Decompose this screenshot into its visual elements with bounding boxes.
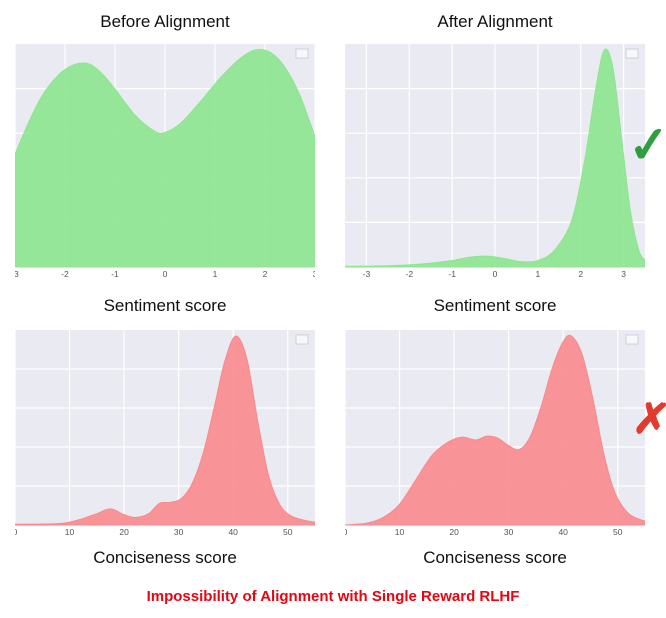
x-tick-label: -1 <box>111 269 119 279</box>
density-area <box>344 334 646 526</box>
axis-label-conciseness-right: Conciseness score <box>423 548 567 567</box>
x-tick-label: 0 <box>493 269 498 279</box>
x-tick-label: 10 <box>395 527 405 537</box>
x-tick-label: 1 <box>535 269 540 279</box>
x-tick-label: -2 <box>61 269 69 279</box>
after-alignment-conciseness-plot: 0 10 20 30 40 50 <box>343 330 646 537</box>
x-tick-label: -3 <box>15 269 19 279</box>
after-alignment-sentiment-plot: -3 -2 -1 0 1 2 3 <box>344 44 646 279</box>
x-tick-label: 1 <box>213 269 218 279</box>
legend-box-icon <box>295 48 309 59</box>
legend-box-icon <box>625 48 639 59</box>
x-tick-label: 3 <box>313 269 315 279</box>
x-tick-label: 0 <box>15 527 18 537</box>
x-tick-label: -3 <box>363 269 371 279</box>
x-tick-label: 2 <box>263 269 268 279</box>
legend-box-icon <box>295 334 309 345</box>
x-tick-label: 40 <box>228 527 238 537</box>
x-tick-label: 0 <box>345 527 348 537</box>
density-area <box>14 48 316 268</box>
x-tick-label: 30 <box>174 527 184 537</box>
before-alignment-sentiment-plot: -3 -2 -1 0 1 2 3 <box>11 44 318 279</box>
chart-after-alignment-conciseness: 0 10 20 30 40 50 <box>343 330 646 538</box>
chart-before-alignment-conciseness: 0 10 20 30 40 50 <box>13 330 316 538</box>
x-tick-label: -1 <box>448 269 456 279</box>
caption: Impossibility of Alignment with Single R… <box>146 588 520 605</box>
before-alignment-conciseness-plot: 0 10 20 30 40 50 <box>13 330 316 537</box>
cross-icon: ✗ <box>630 393 666 446</box>
x-tick-label: 0 <box>163 269 168 279</box>
x-tick-label: -2 <box>406 269 414 279</box>
x-tick-label: 30 <box>504 527 514 537</box>
chart-after-alignment-sentiment: -3 -2 -1 0 1 2 3 <box>344 44 646 280</box>
chart-title-after-alignment: After Alignment <box>437 12 553 31</box>
x-tick-label: 2 <box>578 269 583 279</box>
x-tick-label: 20 <box>119 527 129 537</box>
chart-title-before-alignment: Before Alignment <box>100 12 230 31</box>
x-tick-label: 50 <box>283 527 293 537</box>
axis-label-sentiment-right: Sentiment score <box>433 296 557 315</box>
x-tick-label: 3 <box>621 269 626 279</box>
density-area <box>14 335 316 526</box>
chart-before-alignment-sentiment: -3 -2 -1 0 1 2 3 <box>11 44 318 280</box>
x-tick-label: 40 <box>558 527 568 537</box>
checkmark-icon: ✓ <box>626 115 666 175</box>
axis-label-sentiment-left: Sentiment score <box>103 296 227 315</box>
density-area <box>344 48 646 268</box>
axis-label-conciseness-left: Conciseness score <box>93 548 237 567</box>
x-tick-label: 20 <box>449 527 459 537</box>
legend-box-icon <box>625 334 639 345</box>
x-tick-label: 50 <box>613 527 623 537</box>
x-tick-label: 10 <box>65 527 75 537</box>
